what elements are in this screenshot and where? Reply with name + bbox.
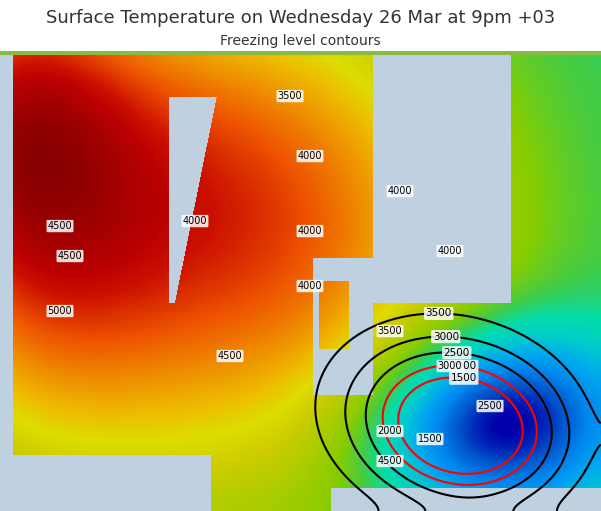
- Text: 2000: 2000: [451, 361, 477, 371]
- Text: 5000: 5000: [47, 306, 72, 316]
- Point: [0, 507, 5, 511]
- Text: 4500: 4500: [47, 221, 72, 231]
- Text: 4000: 4000: [297, 281, 322, 291]
- Text: 4500: 4500: [218, 351, 242, 361]
- Text: 2500: 2500: [478, 401, 502, 411]
- Text: 3500: 3500: [426, 309, 452, 318]
- Text: 4500: 4500: [377, 456, 402, 466]
- Text: 2000: 2000: [377, 426, 402, 436]
- Text: Surface Temperature on Wednesday 26 Mar at 9pm +03: Surface Temperature on Wednesday 26 Mar …: [46, 9, 555, 27]
- Text: Freezing level contours: Freezing level contours: [220, 34, 381, 48]
- Text: 1500: 1500: [451, 373, 477, 383]
- Text: 4000: 4000: [388, 186, 412, 196]
- Text: 3500: 3500: [377, 326, 402, 336]
- Point: [0, 507, 5, 511]
- Point: [0, 507, 5, 511]
- Point: [0, 507, 5, 511]
- Point: [0, 507, 5, 511]
- Text: 4000: 4000: [297, 151, 322, 161]
- Text: 3000: 3000: [433, 332, 459, 342]
- Point: [0, 507, 5, 511]
- Text: 2500: 2500: [444, 348, 470, 358]
- Text: 4000: 4000: [183, 216, 207, 226]
- Text: 1500: 1500: [418, 434, 442, 444]
- Text: 3500: 3500: [278, 91, 302, 101]
- Text: 4500: 4500: [58, 251, 82, 261]
- Text: 4000: 4000: [438, 246, 462, 256]
- Point: [0, 507, 5, 511]
- Text: 4000: 4000: [297, 226, 322, 236]
- Point: [0, 507, 5, 511]
- Text: 3000: 3000: [438, 361, 462, 371]
